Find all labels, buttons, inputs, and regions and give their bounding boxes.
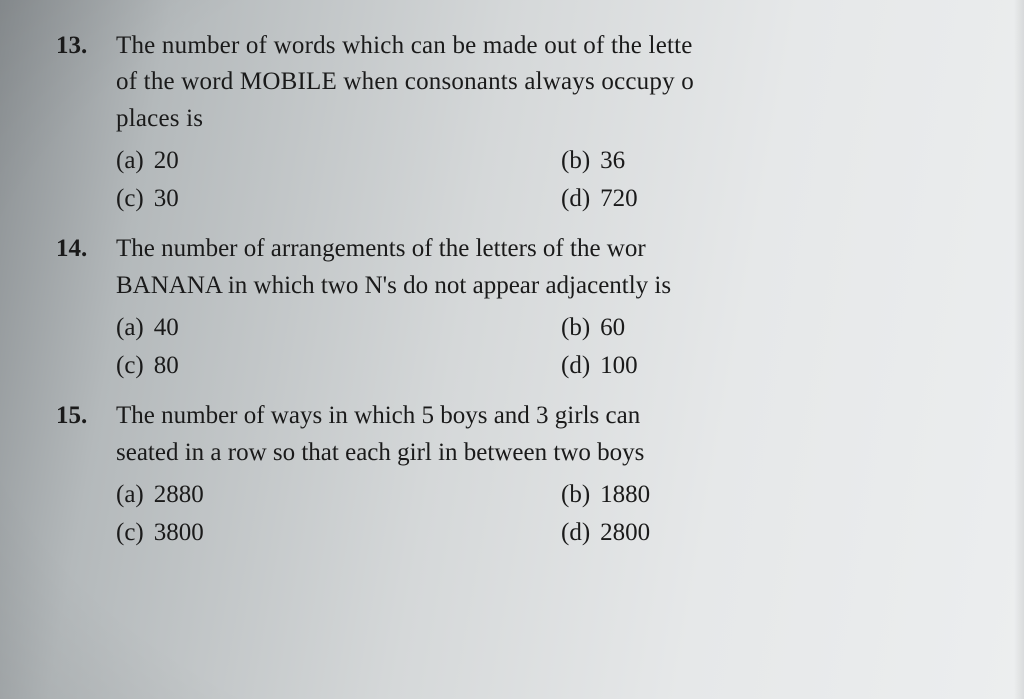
option-value: 1880 <box>600 477 650 513</box>
option-value: 60 <box>600 310 625 346</box>
option-label: (c) <box>116 348 144 384</box>
option-label: (d) <box>561 181 590 217</box>
option-label: (a) <box>116 143 144 179</box>
q13-line3: places is <box>116 105 203 132</box>
question-number: 13. <box>56 28 116 137</box>
question-text: The number of arrangements of the letter… <box>116 231 1006 304</box>
option-label: (d) <box>561 348 590 384</box>
q13-options: (a) 20 (b) 36 (c) 30 (d) 720 <box>116 143 1006 218</box>
option-value: 30 <box>154 181 179 217</box>
q14-line1: The number of arrangements of the letter… <box>116 235 646 262</box>
q14-option-d: (d) 100 <box>561 348 1006 384</box>
question-text: The number of words which can be made ou… <box>116 28 1006 137</box>
q15-option-b: (b) 1880 <box>561 477 1006 513</box>
q15-line1: The number of ways in which 5 boys and 3… <box>116 402 640 429</box>
q15-option-d: (d) 2800 <box>561 515 1006 551</box>
option-value: 36 <box>600 143 625 179</box>
option-value: 2800 <box>600 515 650 551</box>
q13-option-a: (a) 20 <box>116 143 561 179</box>
q14-option-b: (b) 60 <box>561 310 1006 346</box>
question-number: 14. <box>56 231 116 304</box>
q13-option-b: (b) 36 <box>561 143 1006 179</box>
option-label: (b) <box>561 477 590 513</box>
option-value: 80 <box>154 348 179 384</box>
option-label: (c) <box>116 515 144 551</box>
q14-option-a: (a) 40 <box>116 310 561 346</box>
option-value: 3800 <box>154 515 204 551</box>
q13-option-c: (c) 30 <box>116 181 561 217</box>
question-15: 15. The number of ways in which 5 boys a… <box>56 398 1006 471</box>
option-value: 100 <box>600 348 638 384</box>
q15-option-c: (c) 3800 <box>116 515 561 551</box>
option-value: 720 <box>600 181 638 217</box>
option-value: 20 <box>154 143 179 179</box>
option-label: (d) <box>561 515 590 551</box>
option-label: (a) <box>116 477 144 513</box>
option-label: (c) <box>116 181 144 217</box>
option-value: 40 <box>154 310 179 346</box>
option-label: (b) <box>561 143 590 179</box>
option-label: (a) <box>116 310 144 346</box>
q15-options: (a) 2880 (b) 1880 (c) 3800 (d) 2800 <box>116 477 1006 552</box>
question-13: 13. The number of words which can be mad… <box>56 28 1006 137</box>
q14-line2: BANANA in which two N's do not appear ad… <box>116 272 671 299</box>
q13-line1: The number of words which can be made ou… <box>116 32 693 59</box>
question-text: The number of ways in which 5 boys and 3… <box>116 398 1006 471</box>
q13-line2: of the word MOBILE when consonants alway… <box>116 68 694 95</box>
q14-option-c: (c) 80 <box>116 348 561 384</box>
q14-options: (a) 40 (b) 60 (c) 80 (d) 100 <box>116 310 1006 385</box>
q15-line2: seated in a row so that each girl in bet… <box>116 439 644 466</box>
option-label: (b) <box>561 310 590 346</box>
question-number: 15. <box>56 398 116 471</box>
question-14: 14. The number of arrangements of the le… <box>56 231 1006 304</box>
page-edge-shadow <box>1014 0 1024 699</box>
q15-option-a: (a) 2880 <box>116 477 561 513</box>
page: 13. The number of words which can be mad… <box>0 0 1024 551</box>
option-value: 2880 <box>154 477 204 513</box>
q13-option-d: (d) 720 <box>561 181 1006 217</box>
